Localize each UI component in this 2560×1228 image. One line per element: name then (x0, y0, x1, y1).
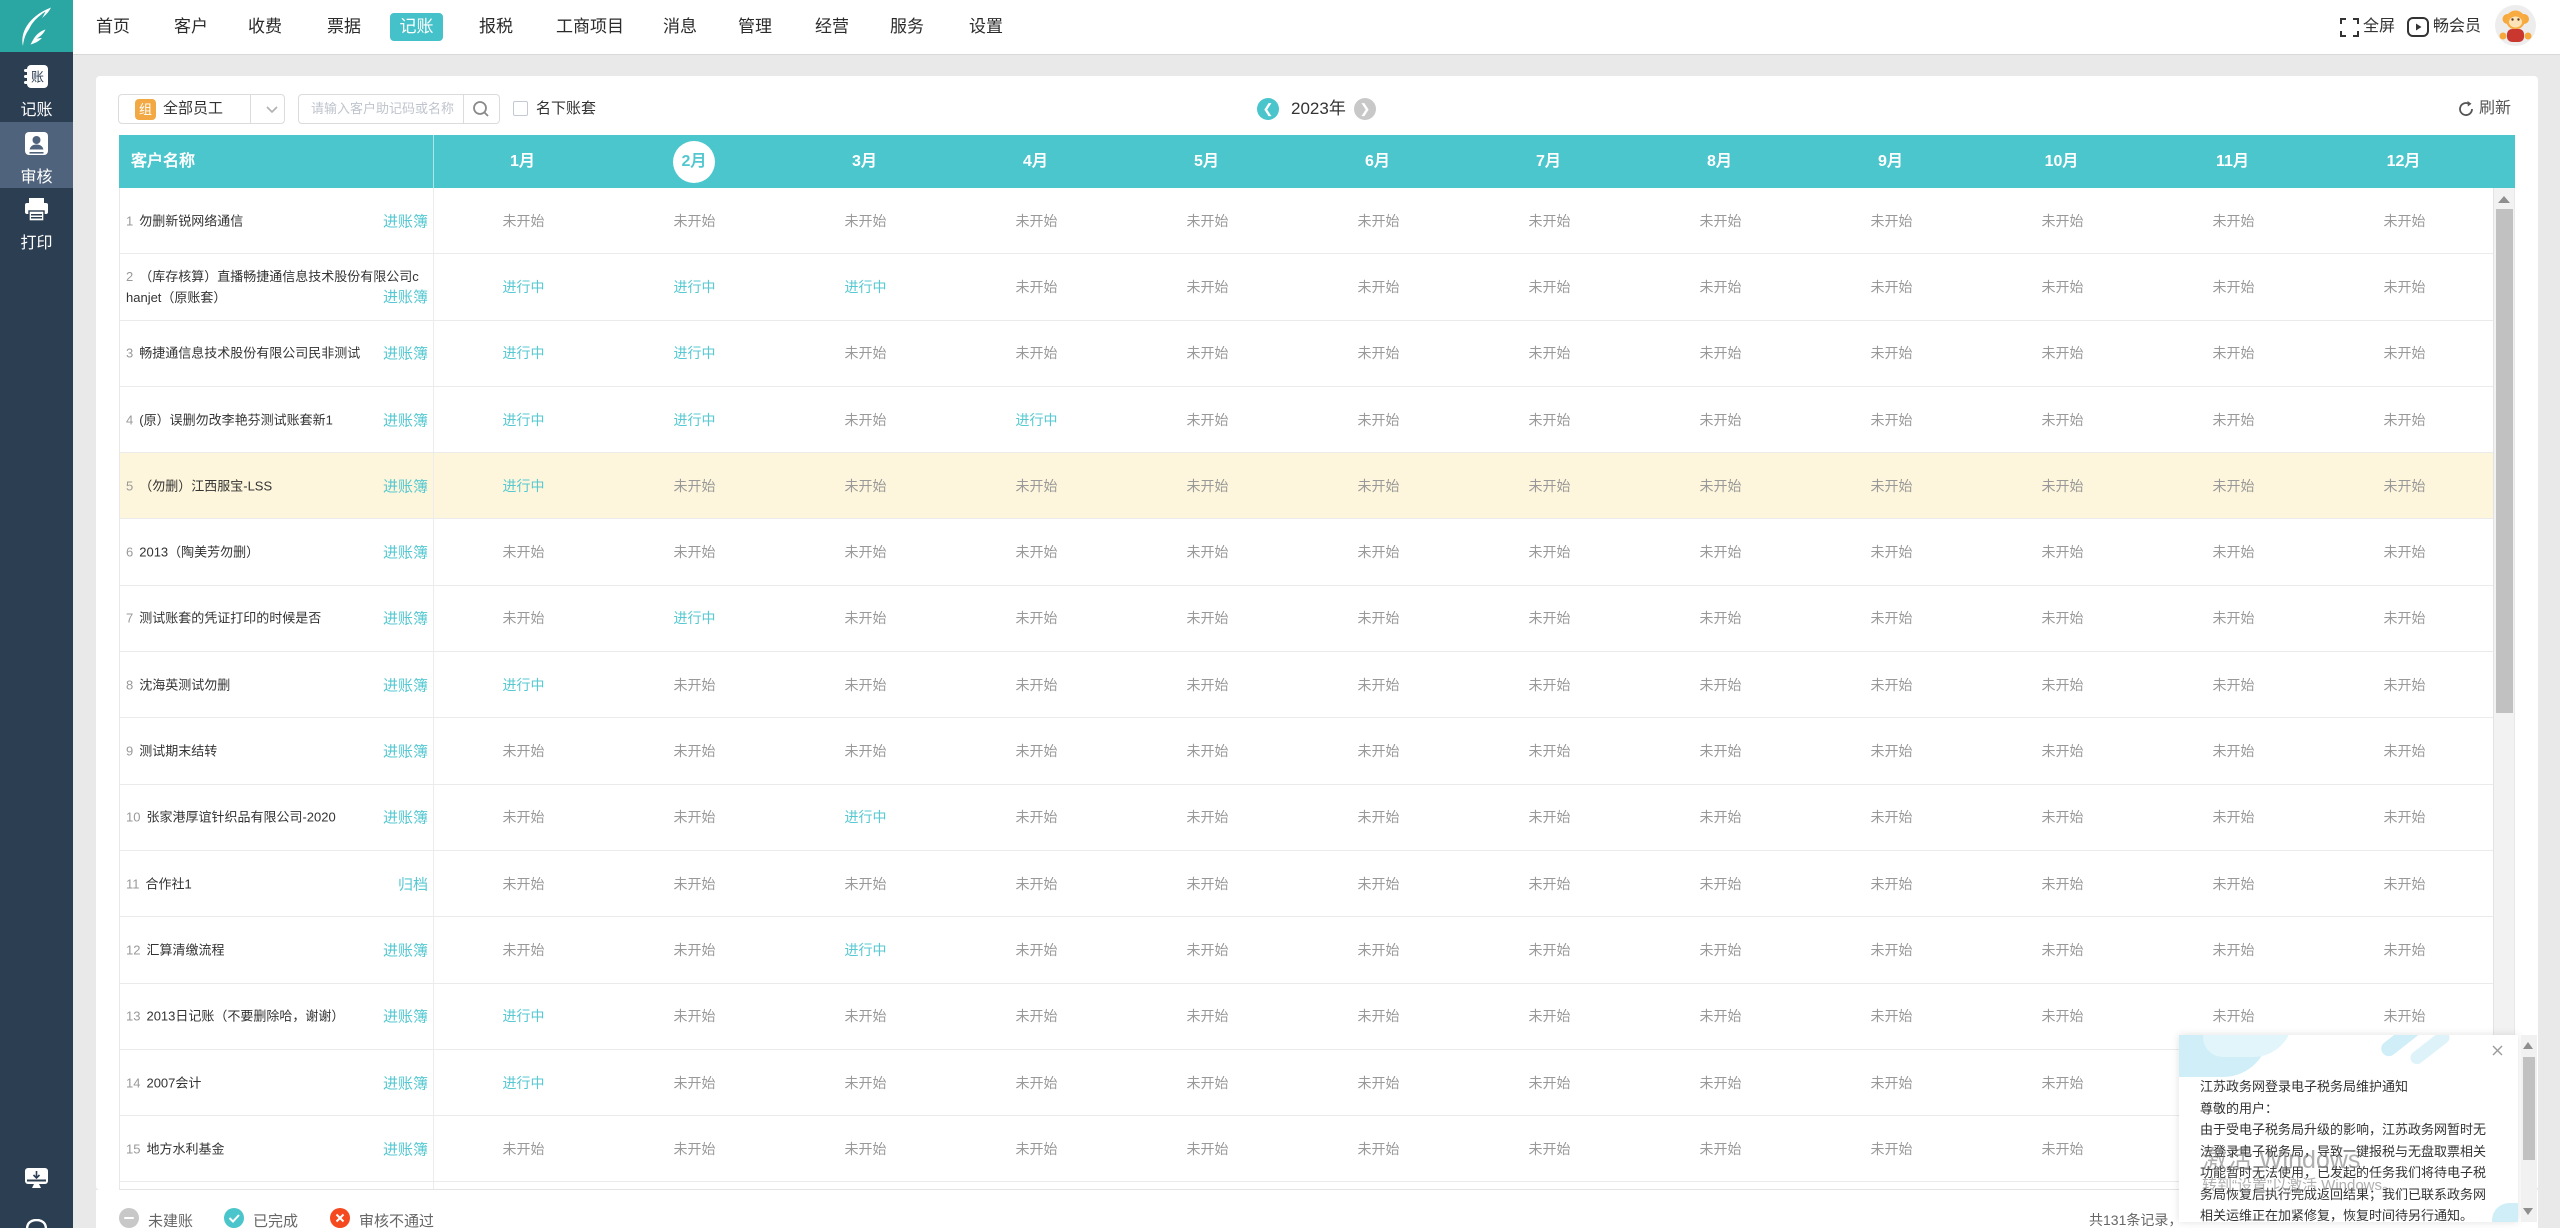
svg-text:账: 账 (31, 70, 44, 85)
